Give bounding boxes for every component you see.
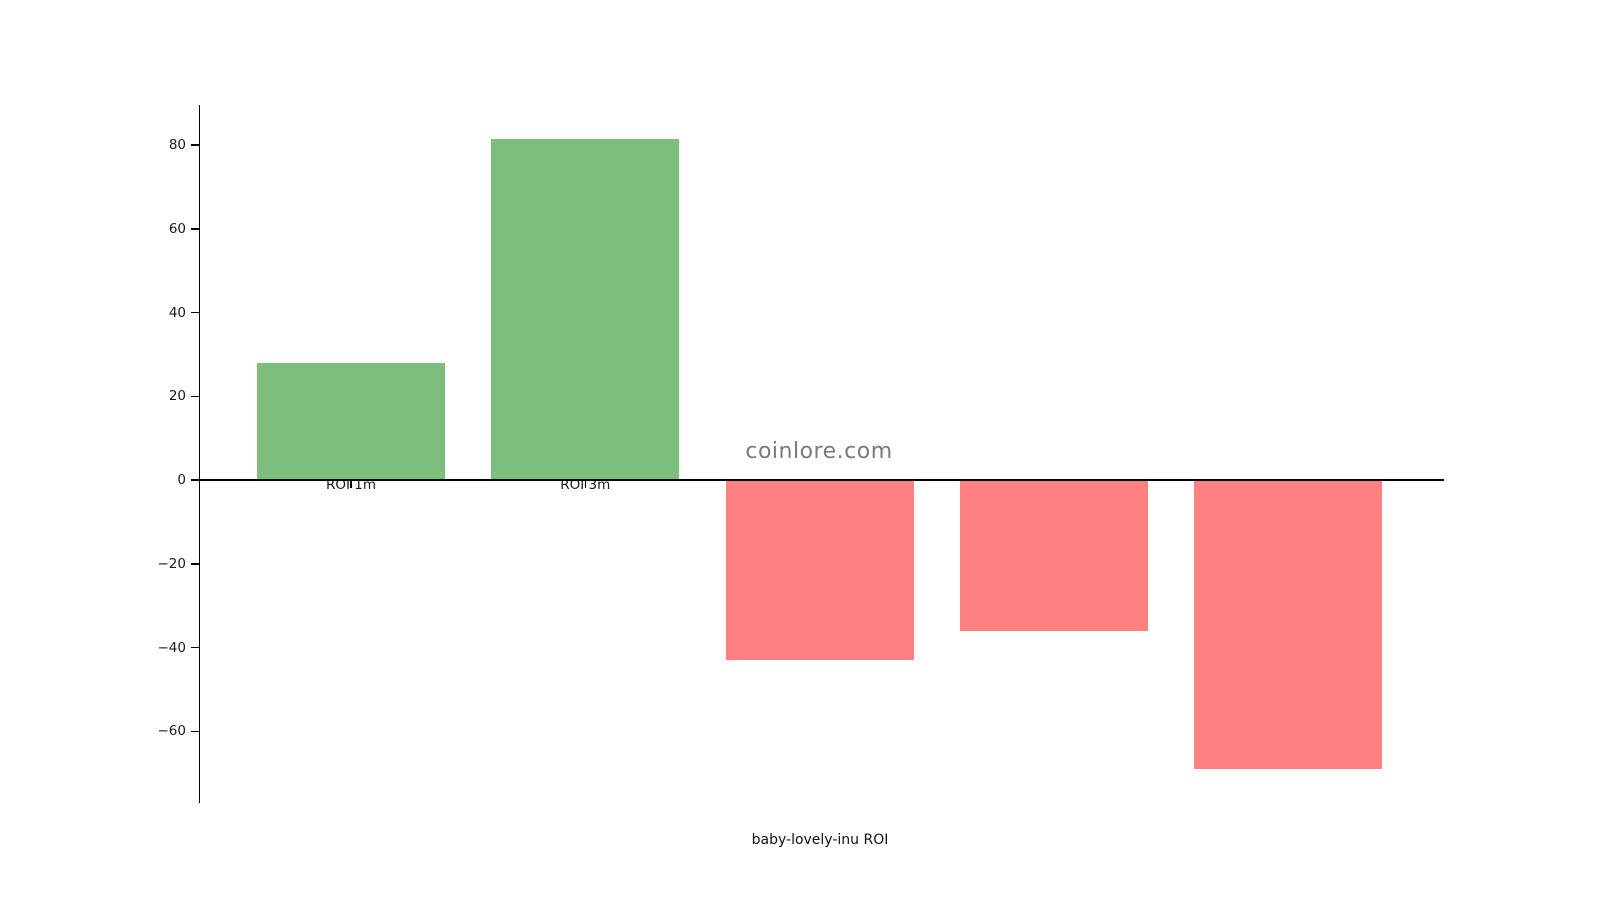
bar-negative bbox=[1194, 480, 1382, 769]
y-tick-label: 20 bbox=[168, 388, 186, 405]
y-tick-mark bbox=[191, 228, 199, 230]
y-tick-label: 40 bbox=[168, 304, 186, 321]
y-tick-label: −40 bbox=[157, 639, 187, 656]
x-tick-mark bbox=[350, 480, 352, 488]
y-tick-label: −60 bbox=[157, 723, 187, 740]
y-tick-mark bbox=[191, 646, 199, 649]
x-axis-zero-line bbox=[199, 479, 1444, 481]
y-tick-mark bbox=[191, 144, 199, 146]
y-tick-mark bbox=[191, 730, 199, 732]
x-tick-label: ROI 3m bbox=[560, 477, 611, 493]
y-tick-mark bbox=[191, 563, 199, 565]
y-tick-label: −20 bbox=[157, 555, 187, 572]
y-tick-label: 60 bbox=[168, 220, 186, 237]
y-tick-mark bbox=[191, 311, 199, 314]
y-tick-label: 0 bbox=[177, 472, 186, 488]
y-tick-label: 80 bbox=[168, 137, 186, 153]
y-tick-mark bbox=[191, 479, 199, 481]
chart-title: baby-lovely-inu ROI bbox=[751, 832, 889, 848]
chart-watermark: coinlore.com bbox=[745, 439, 893, 464]
y-tick-mark bbox=[191, 395, 199, 397]
y-axis-spine bbox=[198, 105, 200, 803]
bar-positive bbox=[257, 362, 445, 480]
x-tick-mark bbox=[584, 480, 586, 488]
x-tick-label: ROI 1m bbox=[325, 477, 377, 493]
bar-negative bbox=[725, 480, 914, 661]
bar-negative bbox=[959, 480, 1148, 631]
bar-positive bbox=[491, 138, 680, 480]
